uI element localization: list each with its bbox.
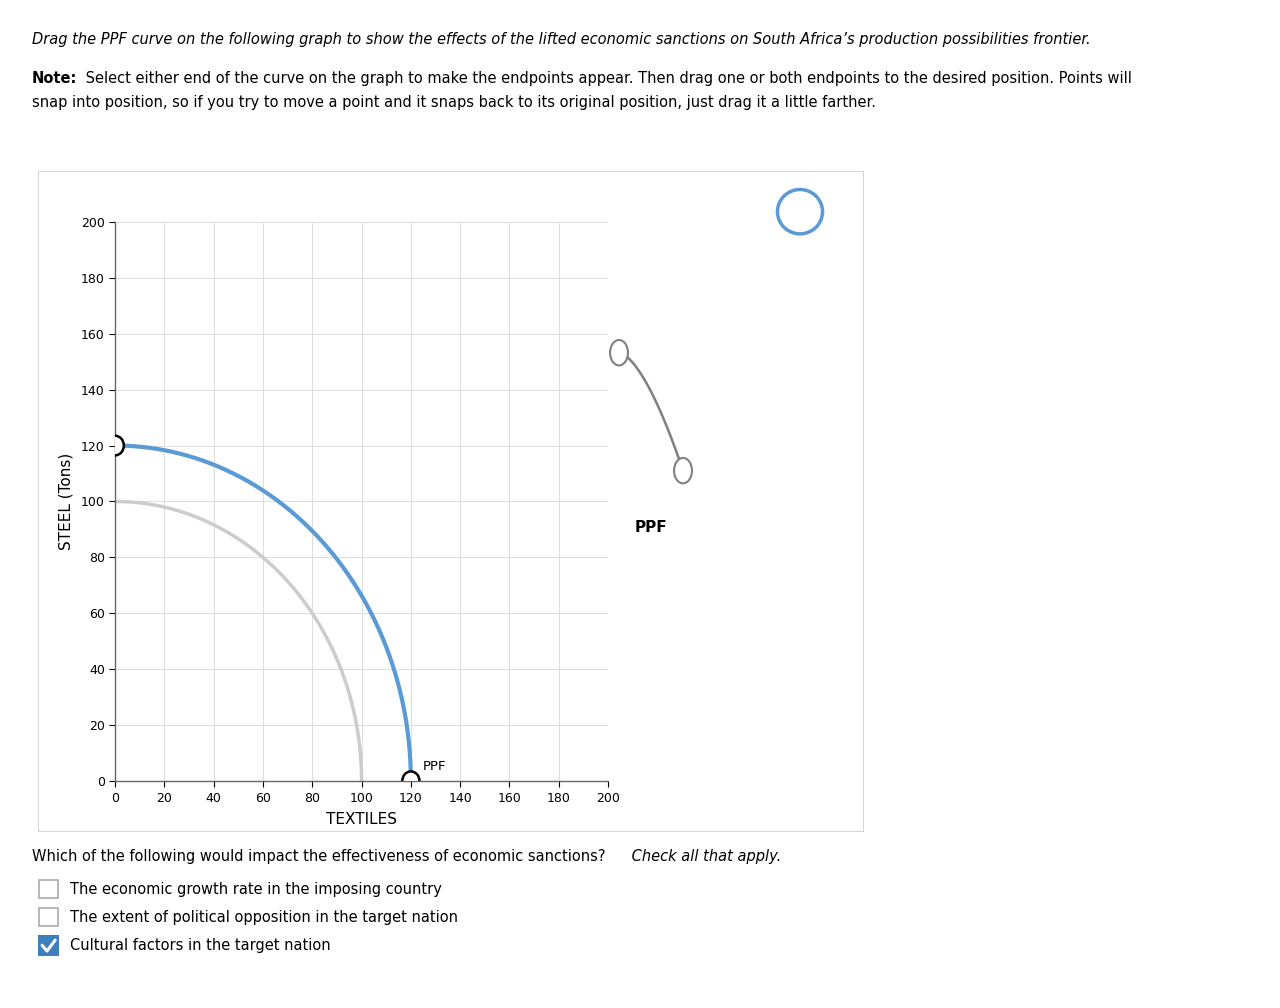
FancyBboxPatch shape [40, 880, 58, 898]
Circle shape [675, 458, 692, 484]
Text: Cultural factors in the target nation: Cultural factors in the target nation [70, 938, 332, 953]
FancyBboxPatch shape [40, 908, 58, 926]
Text: PPF: PPF [424, 760, 447, 773]
Text: snap into position, so if you try to move a point and it snaps back to its origi: snap into position, so if you try to mov… [32, 95, 876, 110]
Circle shape [611, 340, 628, 366]
Text: Select either end of the curve on the graph to make the endpoints appear. Then d: Select either end of the curve on the gr… [81, 71, 1132, 86]
FancyBboxPatch shape [38, 171, 864, 832]
Circle shape [106, 435, 124, 456]
Text: ?: ? [794, 203, 806, 223]
Text: Check all that apply.: Check all that apply. [627, 849, 782, 864]
Text: The economic growth rate in the imposing country: The economic growth rate in the imposing… [70, 882, 443, 896]
Text: Note:: Note: [32, 71, 77, 86]
Y-axis label: STEEL (Tons): STEEL (Tons) [59, 453, 74, 550]
X-axis label: TEXTILES: TEXTILES [326, 811, 397, 827]
Circle shape [777, 190, 823, 234]
Text: PPF: PPF [635, 520, 667, 534]
Text: Which of the following would impact the effectiveness of economic sanctions?: Which of the following would impact the … [32, 849, 605, 864]
FancyBboxPatch shape [40, 936, 58, 955]
Text: Drag the PPF curve on the following graph to show the effects of the lifted econ: Drag the PPF curve on the following grap… [32, 32, 1091, 47]
Circle shape [402, 771, 420, 791]
Text: The extent of political opposition in the target nation: The extent of political opposition in th… [70, 910, 458, 924]
